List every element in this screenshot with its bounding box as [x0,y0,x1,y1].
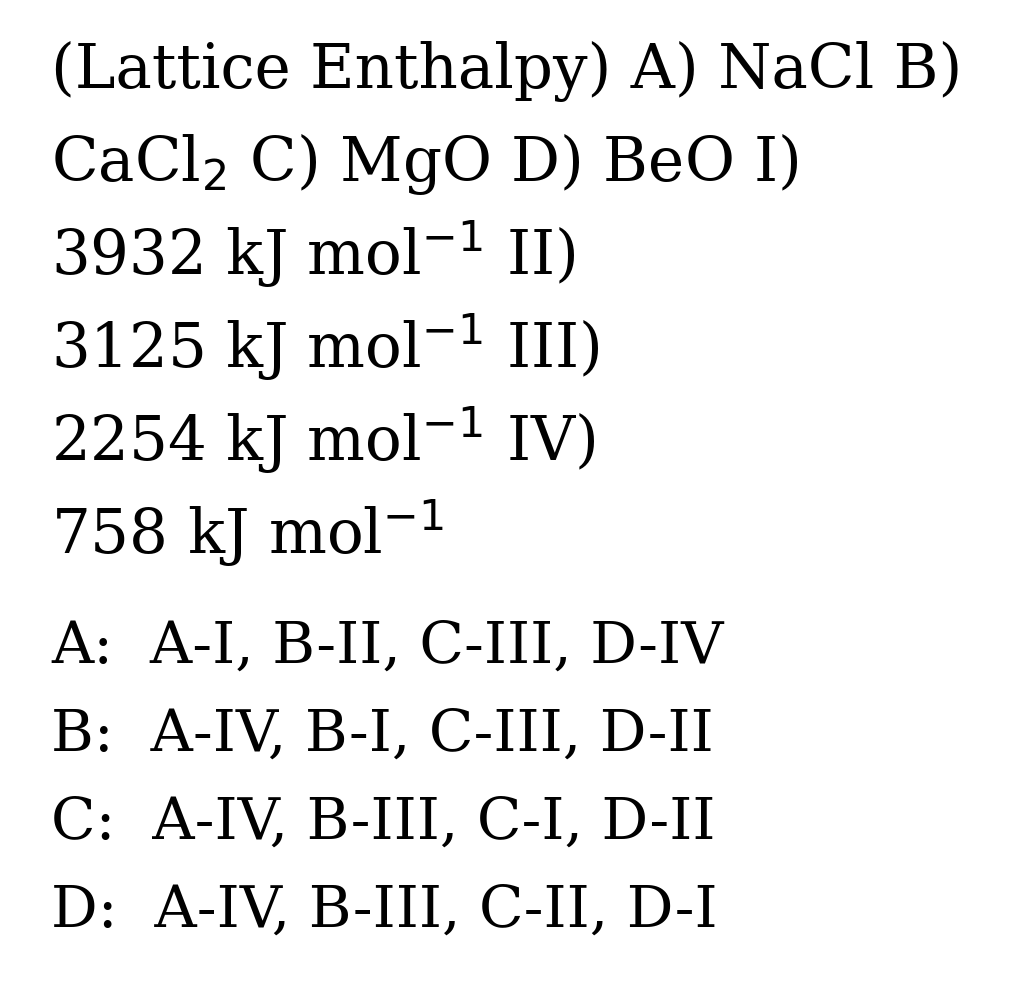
Text: CaCl$_2$ C) MgO D) BeO I): CaCl$_2$ C) MgO D) BeO I) [51,131,799,197]
Text: 2254 kJ mol$^{-1}$ IV): 2254 kJ mol$^{-1}$ IV) [51,404,596,476]
Text: C:  A-IV, B-III, C-I, D-II: C: A-IV, B-III, C-I, D-II [51,795,716,851]
Text: A:  A-I, B-II, C-III, D-IV: A: A-I, B-II, C-III, D-IV [51,618,724,674]
Text: D:  A-IV, B-III, C-II, D-I: D: A-IV, B-III, C-II, D-I [51,883,718,939]
Text: 3932 kJ mol$^{-1}$ II): 3932 kJ mol$^{-1}$ II) [51,218,575,289]
Text: 758 kJ mol$^{-1}$: 758 kJ mol$^{-1}$ [51,497,444,569]
Text: (Lattice Enthalpy) A) NaCl B): (Lattice Enthalpy) A) NaCl B) [51,41,963,102]
Text: 3125 kJ mol$^{-1}$ III): 3125 kJ mol$^{-1}$ III) [51,311,600,383]
Text: B:  A-IV, B-I, C-III, D-II: B: A-IV, B-I, C-III, D-II [51,706,714,762]
